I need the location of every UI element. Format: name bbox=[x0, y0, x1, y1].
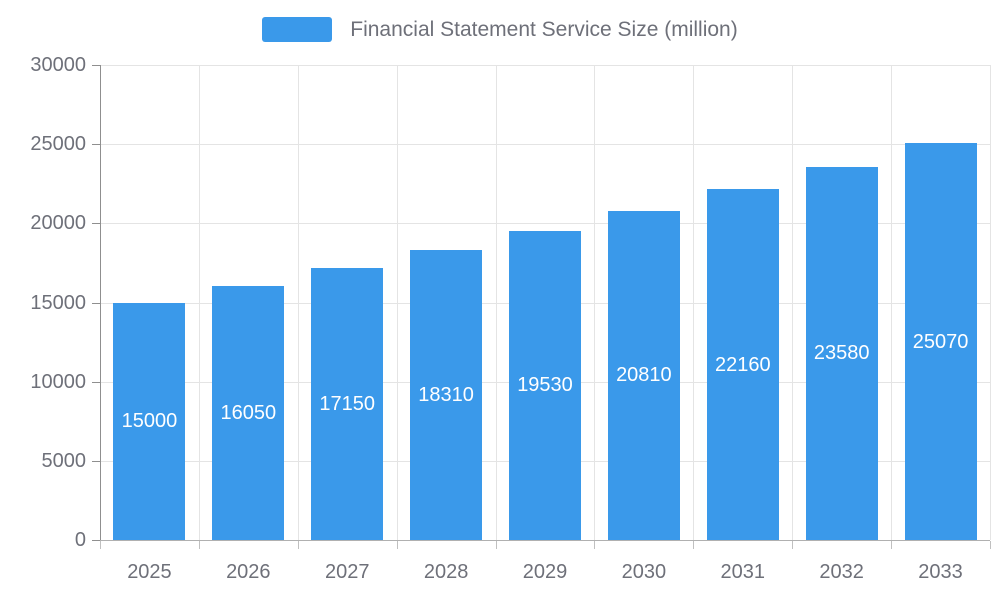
h-gridline bbox=[100, 144, 990, 146]
v-gridline bbox=[693, 65, 695, 540]
bar-value-label: 22160 bbox=[714, 353, 771, 376]
y-axis-label: 20000 bbox=[30, 212, 86, 235]
bar-2026[interactable] bbox=[212, 285, 285, 540]
h-gridline bbox=[100, 223, 990, 225]
y-axis-tick bbox=[92, 302, 100, 304]
bar-value-label: 20810 bbox=[616, 364, 672, 387]
x-axis-tick bbox=[297, 541, 299, 549]
bar-2033[interactable] bbox=[904, 143, 977, 540]
y-axis-label: 30000 bbox=[30, 54, 86, 76]
bar-value-label: 16050 bbox=[220, 401, 277, 424]
h-gridline bbox=[100, 65, 990, 66]
bar-2028[interactable] bbox=[410, 250, 483, 540]
bar-value-label: 17150 bbox=[319, 393, 376, 416]
x-axis-label: 2029 bbox=[522, 561, 568, 583]
v-gridline bbox=[495, 65, 497, 540]
y-axis-tick bbox=[92, 381, 100, 383]
bar-value-label: 25070 bbox=[912, 330, 969, 353]
bar-2027[interactable] bbox=[311, 268, 384, 540]
bar-value-label: 18310 bbox=[418, 384, 474, 407]
x-axis-label: 2027 bbox=[324, 561, 370, 583]
y-axis-label: 10000 bbox=[30, 370, 86, 393]
x-axis-label: 2025 bbox=[127, 561, 172, 583]
x-axis-label: 2032 bbox=[819, 561, 864, 583]
x-axis-label: 2026 bbox=[226, 561, 271, 583]
bar-2029[interactable] bbox=[509, 230, 581, 540]
v-gridline bbox=[792, 65, 794, 540]
y-axis-tick bbox=[92, 460, 100, 462]
bar-value-label: 23580 bbox=[813, 342, 870, 365]
y-axis-tick bbox=[92, 223, 100, 225]
v-gridline bbox=[990, 65, 991, 540]
x-axis-tick bbox=[198, 541, 200, 549]
y-axis-line bbox=[100, 65, 101, 548]
x-axis-tick bbox=[693, 541, 695, 549]
bar-2030[interactable] bbox=[607, 210, 680, 540]
y-axis-tick bbox=[92, 144, 100, 146]
y-axis-label: 25000 bbox=[30, 133, 86, 156]
bar-2032[interactable] bbox=[805, 166, 878, 540]
v-gridline bbox=[297, 65, 299, 540]
legend-label: Financial Statement Service Size (millio… bbox=[350, 18, 738, 41]
legend-item[interactable]: Financial Statement Service Size (millio… bbox=[0, 17, 1000, 42]
v-gridline bbox=[891, 65, 893, 540]
bar-value-label: 15000 bbox=[121, 410, 178, 433]
y-axis-label: 0 bbox=[74, 529, 86, 551]
v-gridline bbox=[594, 65, 596, 540]
x-axis-label: 2030 bbox=[621, 561, 667, 583]
x-axis-tick bbox=[495, 541, 497, 549]
x-axis-label: 2031 bbox=[720, 561, 766, 583]
y-axis-tick bbox=[92, 540, 100, 541]
x-axis-line bbox=[100, 540, 990, 541]
v-gridline bbox=[198, 65, 200, 540]
bar-value-label: 19530 bbox=[517, 374, 573, 397]
legend-swatch bbox=[262, 17, 333, 42]
bar-2031[interactable] bbox=[706, 189, 779, 540]
x-axis-tick bbox=[100, 541, 101, 549]
x-axis-tick bbox=[594, 541, 596, 549]
x-axis-tick bbox=[990, 541, 991, 549]
x-axis-tick bbox=[792, 541, 794, 549]
x-axis-tick bbox=[891, 541, 893, 549]
y-axis-tick bbox=[92, 65, 100, 66]
x-axis-tick bbox=[396, 541, 398, 549]
y-axis-label: 5000 bbox=[41, 449, 87, 472]
x-axis-label: 2033 bbox=[918, 561, 963, 583]
x-axis-label: 2028 bbox=[423, 561, 469, 583]
y-axis-label: 15000 bbox=[30, 291, 86, 314]
v-gridline bbox=[396, 65, 398, 540]
bar-2025[interactable] bbox=[113, 302, 186, 540]
